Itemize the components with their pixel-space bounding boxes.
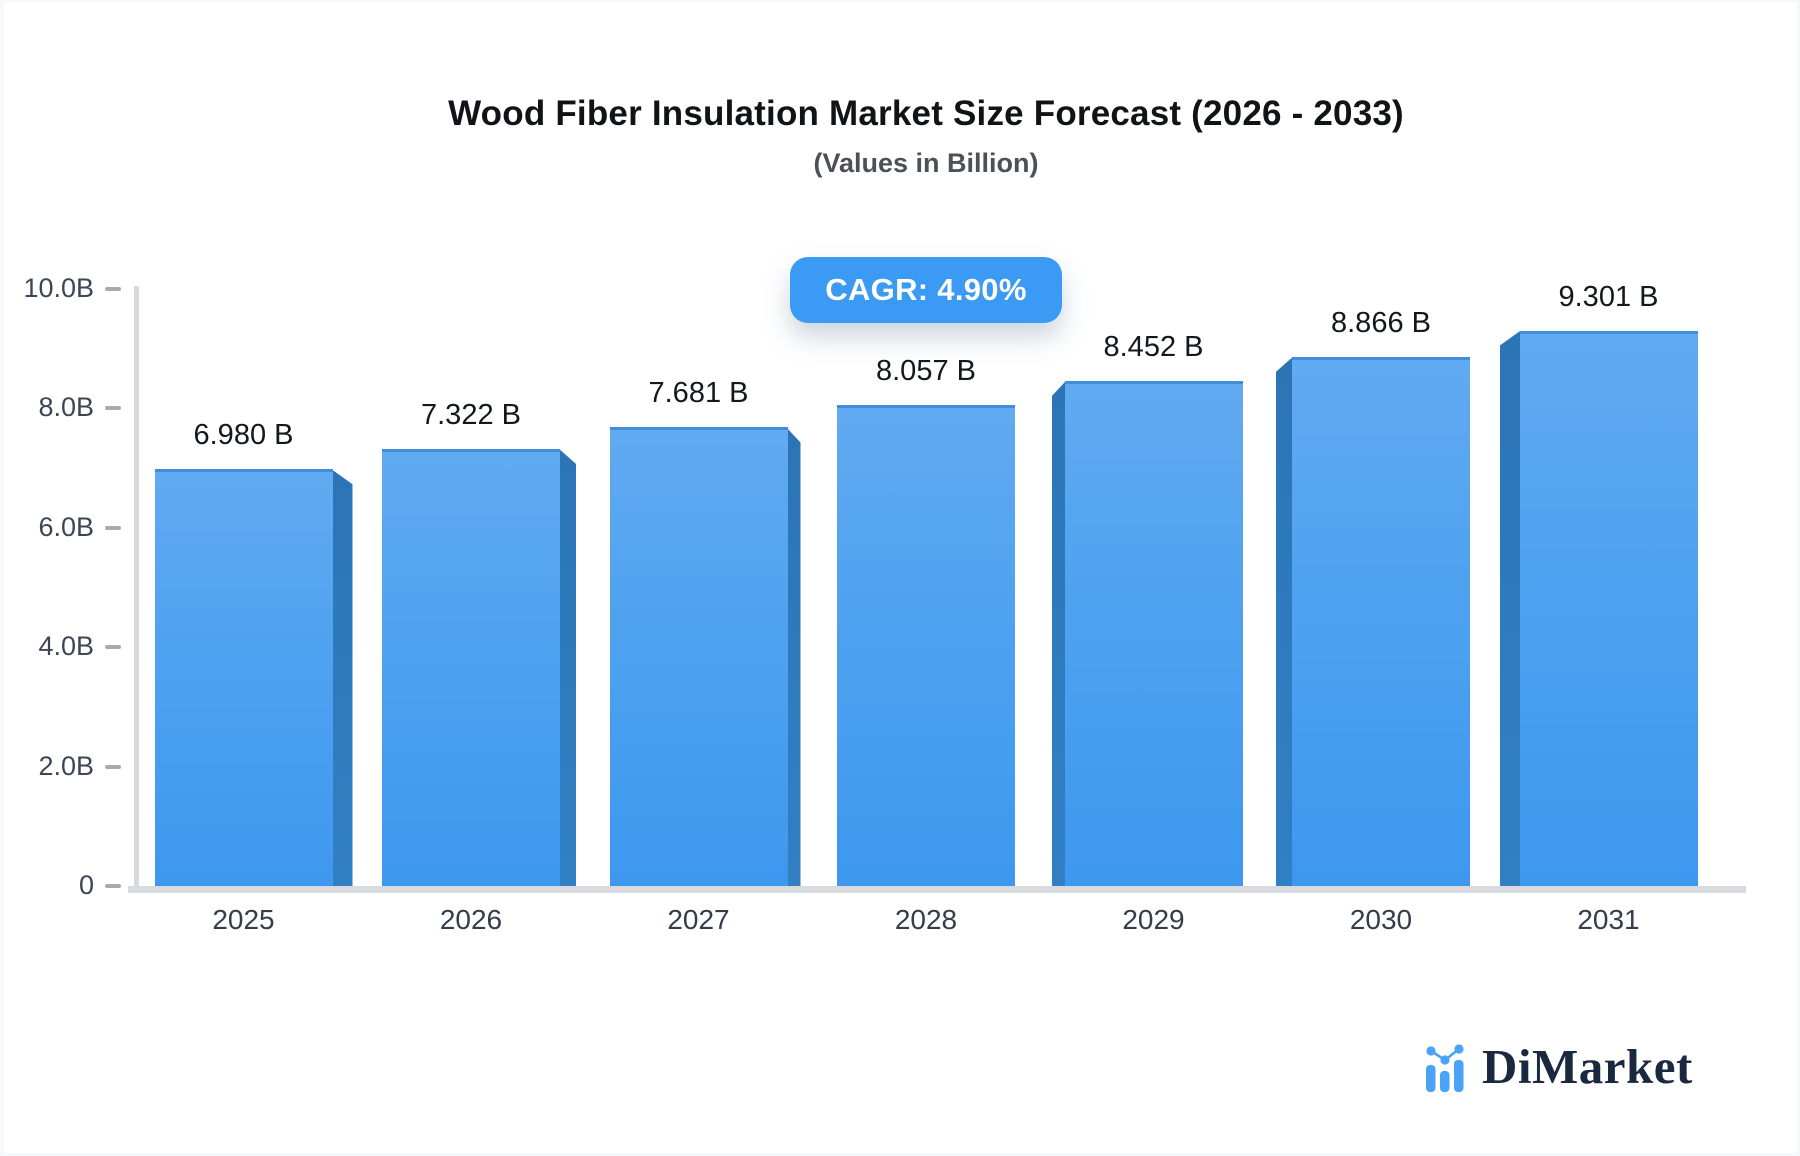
- cagr-badge-label: CAGR: 4.90%: [825, 272, 1027, 307]
- y-axis-tick: [105, 406, 121, 411]
- x-axis-label-2027: 2027: [667, 904, 730, 935]
- y-axis-tick: [105, 764, 121, 769]
- chart-title: Wood Fiber Insulation Market Size Foreca…: [448, 94, 1404, 133]
- logo-text: DiMarket: [1482, 1039, 1693, 1094]
- y-axis-tick: [105, 525, 121, 530]
- bar-2030: [1292, 356, 1470, 886]
- x-axis-label-2026: 2026: [439, 904, 503, 935]
- y-axis-tick: [105, 645, 121, 650]
- y-axis-tick-label: 10.0B: [23, 273, 94, 303]
- bar-chart-logo-icon: [1426, 1043, 1464, 1092]
- y-axis-tick-label: 4.0B: [38, 631, 94, 662]
- bar-value-label: 9.301 B: [1558, 280, 1659, 313]
- x-axis-label-2025: 2025: [212, 904, 275, 935]
- bar-chart-plot-area: 0 2.0B 4.0B 6.0B 8.0B 10.0B 6.980 B 2025 7.322 B…: [4, 2, 1797, 1153]
- x-axis-label-2029: 2029: [1122, 904, 1185, 935]
- bar-side-face: [1499, 330, 1521, 886]
- x-axis-label-2031: 2031: [1577, 904, 1640, 935]
- y-axis-tick-label: 6.0B: [38, 511, 94, 542]
- y-axis-tick: [105, 884, 121, 888]
- cagr-badge: CAGR: 4.90%: [790, 257, 1062, 323]
- bar-2027: [609, 427, 788, 886]
- y-axis-line: [134, 286, 139, 890]
- bar-value-label: 8.452 B: [1103, 331, 1204, 364]
- bar-value-label: 6.980 B: [193, 419, 294, 452]
- bar-side-face: [786, 427, 801, 886]
- bar-2026: [382, 448, 560, 886]
- y-axis-tick-label: 8.0B: [38, 392, 94, 423]
- bar-value-label: 7.681 B: [648, 377, 749, 410]
- bar-value-label: 7.322 B: [421, 398, 521, 431]
- bar-side-face: [559, 448, 576, 886]
- chart-card: Wood Fiber Insulation Market Size Foreca…: [4, 2, 1797, 1153]
- x-axis-label-2030: 2030: [1349, 904, 1413, 935]
- bar-value-label: 8.866 B: [1331, 306, 1431, 339]
- bar-side-face: [1051, 381, 1066, 886]
- x-axis-baseline: [128, 886, 1746, 893]
- bar-2031: [1519, 330, 1698, 886]
- bar-2025: [154, 469, 333, 886]
- y-axis-tick-label: 0: [78, 870, 94, 900]
- bar-2028: [837, 404, 1015, 886]
- dimarket-logo[interactable]: DiMarket: [1424, 1038, 1693, 1095]
- bar-side-face: [331, 469, 353, 886]
- bar-2029: [1064, 381, 1243, 886]
- bar-side-face: [1276, 356, 1293, 886]
- x-axis-label-2028: 2028: [894, 904, 958, 935]
- y-axis-tick: [105, 287, 121, 291]
- chart-subtitle: (Values in Billion): [813, 148, 1039, 178]
- y-axis-tick-label: 2.0B: [38, 750, 94, 781]
- bar-value-label: 8.057 B: [876, 354, 976, 387]
